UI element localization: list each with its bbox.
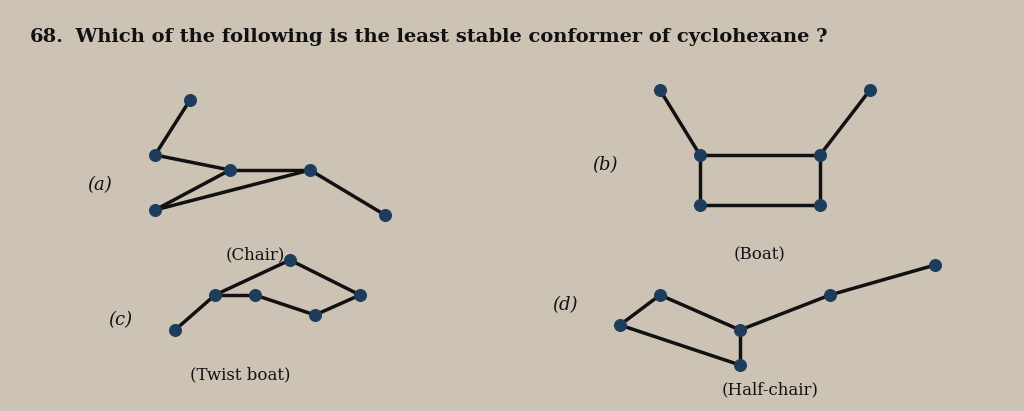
Point [222, 167, 239, 173]
Text: 68.: 68. [30, 28, 63, 46]
Point [652, 292, 669, 298]
Text: (c): (c) [108, 311, 132, 329]
Point [377, 212, 393, 218]
Text: Which of the following is the least stable conformer of cyclohexane ?: Which of the following is the least stab… [62, 28, 827, 46]
Point [146, 152, 163, 158]
Point [207, 292, 223, 298]
Point [927, 262, 943, 268]
Text: (Twist boat): (Twist boat) [189, 367, 290, 383]
Point [282, 257, 298, 263]
Text: (b): (b) [592, 156, 617, 174]
Text: (Chair): (Chair) [225, 247, 285, 263]
Text: (Half-chair): (Half-chair) [722, 381, 818, 399]
Point [812, 202, 828, 208]
Point [247, 292, 263, 298]
Text: (a): (a) [88, 176, 113, 194]
Point [812, 152, 828, 158]
Point [352, 292, 369, 298]
Point [302, 167, 318, 173]
Point [611, 322, 628, 328]
Point [822, 292, 839, 298]
Point [307, 312, 324, 318]
Point [692, 202, 709, 208]
Text: (d): (d) [552, 296, 578, 314]
Point [862, 87, 879, 93]
Point [146, 207, 163, 213]
Point [182, 97, 199, 103]
Text: (Boat): (Boat) [734, 247, 786, 263]
Point [692, 152, 709, 158]
Point [167, 327, 183, 333]
Point [652, 87, 669, 93]
Point [732, 327, 749, 333]
Point [732, 362, 749, 368]
